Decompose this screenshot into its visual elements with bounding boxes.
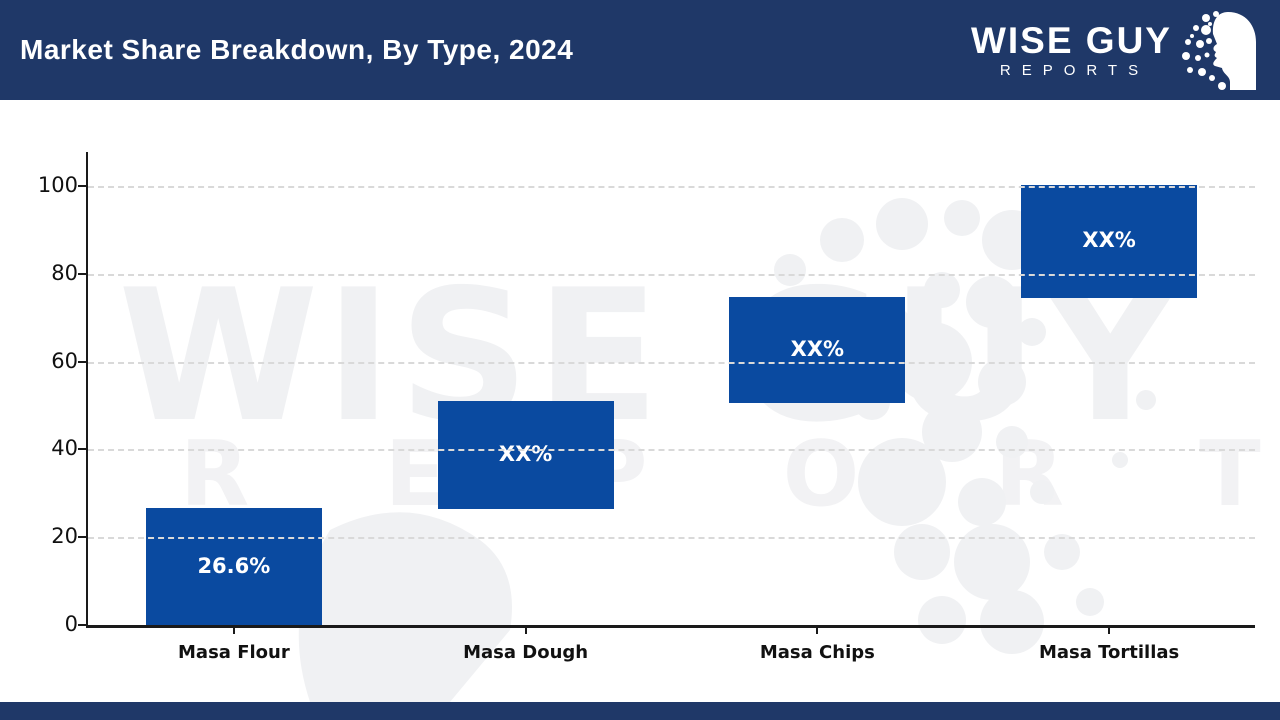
- bar-value-label-masa-chips: XX%: [790, 336, 845, 361]
- y-tick-label-20: 20: [51, 524, 78, 549]
- bar-masa-dough: XX%: [437, 401, 614, 510]
- x-tick-masa-chips: [816, 628, 819, 634]
- y-tick-20: [78, 536, 86, 539]
- bar-masa-chips: XX%: [729, 297, 906, 403]
- logo-wordmark: WISE GUY: [970, 19, 1172, 61]
- watermark-subtitle: R E P O R T S: [180, 422, 1280, 527]
- y-tick-100: [78, 185, 86, 187]
- y-tick-0: [78, 624, 86, 626]
- page-title: Market Share Breakdown, By Type, 2024: [20, 34, 574, 65]
- x-axis-label-masa-tortillas: Masa Tortillas: [1038, 642, 1180, 663]
- logo-subtitle: REPORTS: [999, 61, 1150, 79]
- bar-masa-tortillas: XX%: [1021, 184, 1198, 298]
- x-tick-masa-flour: [232, 628, 235, 634]
- y-tick-label-60: 60: [51, 348, 78, 373]
- y-axis: [86, 152, 88, 627]
- y-tick-60: [78, 360, 86, 363]
- gridline-100: [88, 186, 1255, 188]
- x-axis-label-masa-chips: Masa Chips: [759, 642, 875, 663]
- wiseguy-logo: WISE GUY REPORTS: [971, 8, 1262, 92]
- y-tick-label-100: 100: [37, 173, 78, 197]
- header-band: Market Share Breakdown, By Type, 2024 WI…: [0, 0, 1280, 100]
- y-tick-label-0: 0: [64, 612, 78, 636]
- x-axis-label-masa-flour: Masa Flour: [178, 642, 290, 663]
- y-tick-label-40: 40: [51, 436, 78, 461]
- gridline-40: [88, 449, 1255, 452]
- bar-masa-flour: 26.6%: [145, 508, 322, 625]
- gridline-20: [88, 537, 1255, 540]
- bar-value-label-masa-flour: 26.6%: [197, 553, 271, 578]
- x-tick-masa-dough: [524, 628, 527, 634]
- x-tick-masa-tortillas: [1108, 628, 1111, 634]
- y-tick-40: [78, 448, 86, 451]
- gridline-60: [88, 361, 1255, 364]
- bar-value-label-masa-tortillas: XX%: [1082, 228, 1136, 253]
- bar-value-label-masa-dough: XX%: [498, 442, 553, 467]
- chart-canvas: WISE GUY R E P O R T S: [0, 100, 1280, 702]
- gridline-80: [88, 273, 1255, 276]
- plot-area: 0 20 40 60 80 100 26.6% Masa Flour XX% Masa Dough…: [38, 152, 1255, 663]
- dotted-face-icon: [1182, 11, 1256, 90]
- y-tick-label-80: 80: [51, 260, 78, 285]
- wiseguy-logo-text: WISE GUY REPORTS: [970, 19, 1172, 79]
- footer-band: [0, 702, 1280, 720]
- x-axis: [86, 625, 1255, 628]
- y-tick-80: [78, 272, 86, 275]
- x-axis-label-masa-dough: Masa Dough: [463, 642, 589, 663]
